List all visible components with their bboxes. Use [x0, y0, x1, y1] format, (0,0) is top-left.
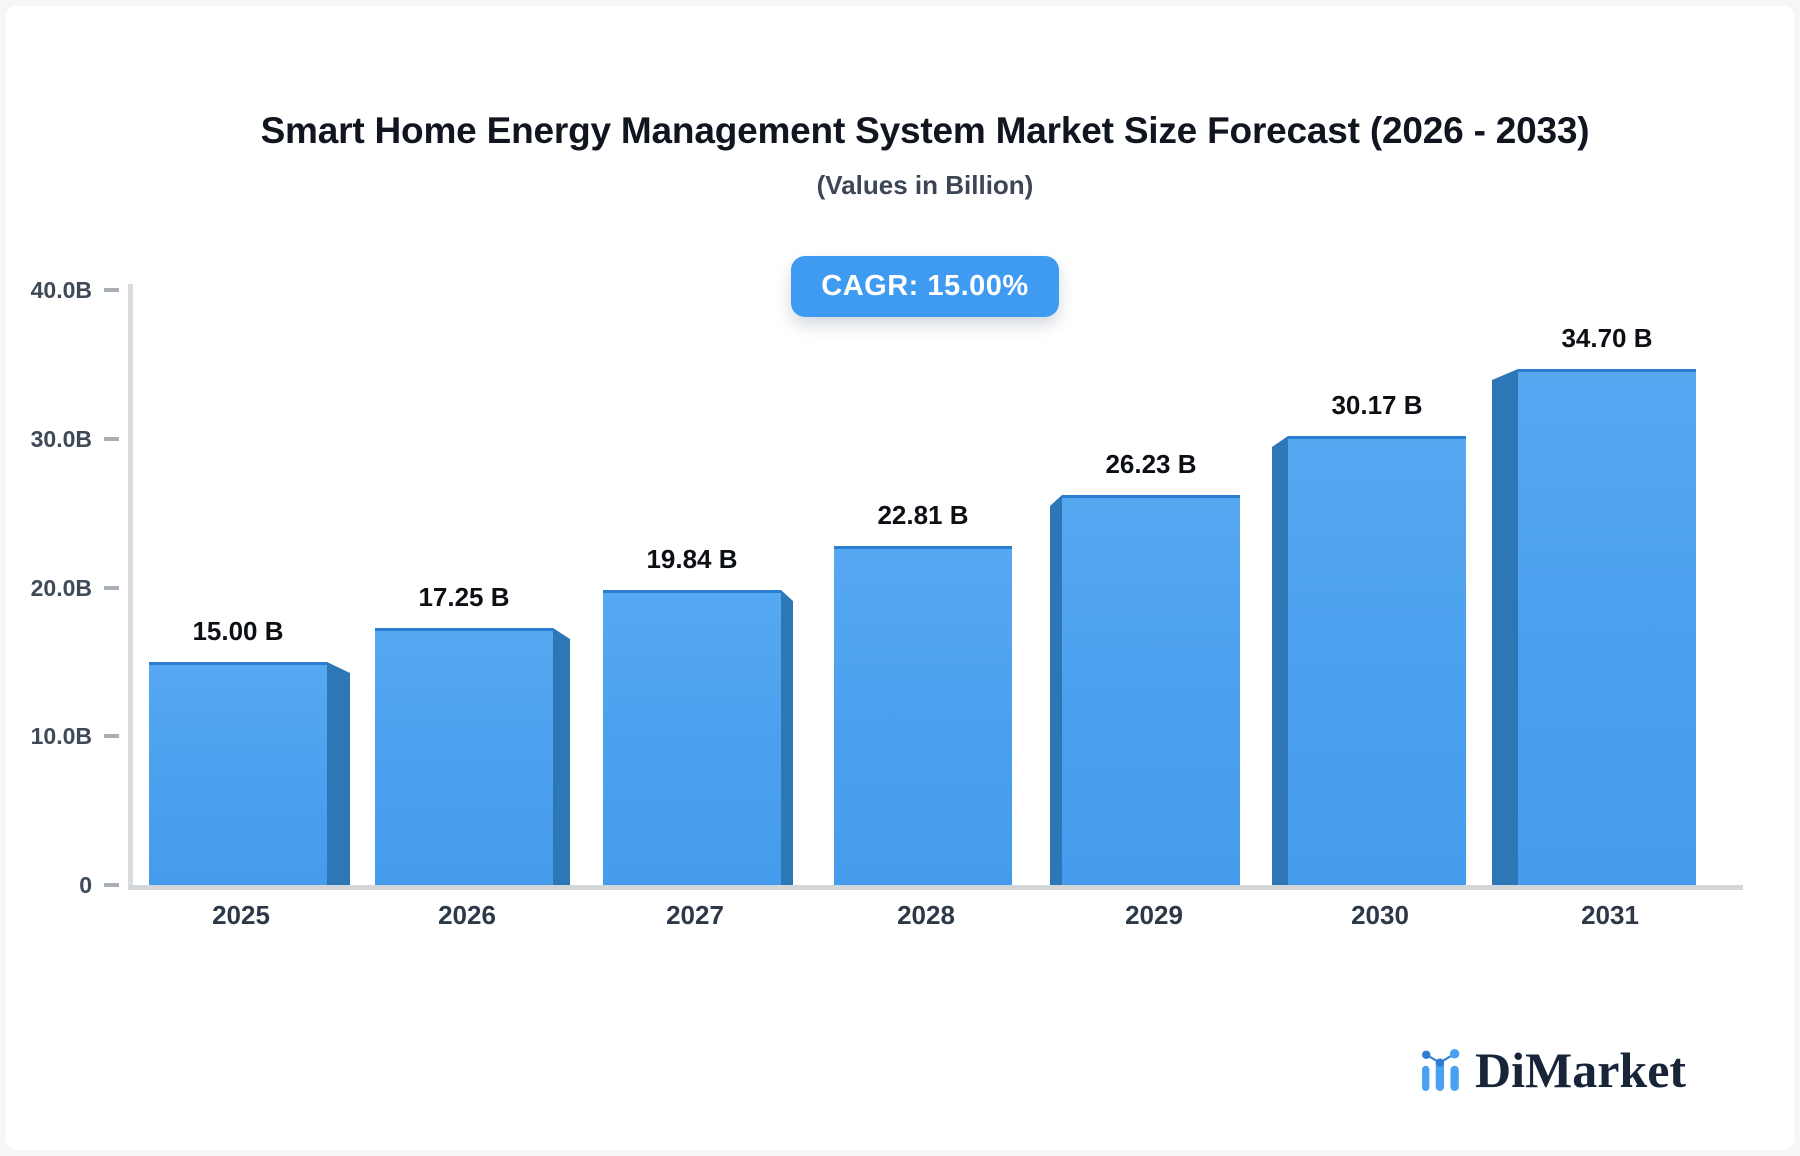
y-tick-mark [104, 883, 119, 887]
x-axis-label: 2025 [212, 900, 270, 930]
x-axis-label: 2026 [438, 900, 496, 930]
cagr-badge: CAGR: 15.00% [791, 256, 1059, 317]
bar-value-label: 22.81 B [877, 500, 969, 530]
bar-3d-side [1492, 369, 1518, 888]
y-tick-mark [104, 734, 119, 739]
brand-name: DiMarket [1475, 1042, 1687, 1098]
bar-value-label: 17.25 B [418, 582, 510, 612]
y-tick-mark [104, 436, 119, 441]
bar-2031 [1518, 369, 1696, 888]
y-tick-mark [104, 585, 119, 590]
bar-chart-logo-icon [1422, 1049, 1460, 1091]
bar-value-label: 30.17 B [1331, 390, 1423, 420]
y-tick-label: 0 [79, 872, 92, 898]
bar-2029 [1062, 495, 1240, 888]
y-tick-label: 40.0B [30, 277, 92, 303]
bar-2027 [603, 590, 781, 888]
bar-value-label: 19.84 B [646, 544, 738, 574]
y-tick-mark [104, 288, 119, 292]
bar-2028 [834, 546, 1012, 888]
bar-3d-side [1050, 495, 1062, 888]
chart-title: Smart Home Energy Management System Mark… [260, 110, 1590, 151]
bar-2030 [1288, 436, 1466, 888]
x-axis-label: 2027 [666, 900, 724, 930]
y-tick-label: 20.0B [30, 574, 92, 601]
x-axis-baseline [128, 885, 1743, 890]
bar-value-label: 34.70 B [1561, 323, 1653, 353]
bar-2026 [375, 628, 553, 888]
y-axis-line [128, 284, 133, 890]
bar-3d-side [553, 628, 570, 888]
x-axis-label: 2028 [897, 900, 955, 930]
x-axis-label: 2031 [1581, 900, 1639, 930]
brand-logo: DiMarket [1422, 1042, 1686, 1098]
bar-3d-side [327, 662, 350, 888]
y-tick-label: 30.0B [30, 425, 92, 452]
bar-3d-side [781, 590, 793, 888]
bar-2025 [149, 662, 327, 888]
x-axis-label: 2030 [1351, 900, 1409, 930]
bar-value-label: 26.23 B [1105, 449, 1197, 479]
x-axis-label: 2029 [1125, 900, 1183, 930]
bar-3d-side [1272, 436, 1288, 888]
y-tick-label: 10.0B [30, 723, 92, 750]
chart-subtitle: (Values in Billion) [816, 170, 1034, 200]
bar-value-label: 15.00 B [192, 616, 284, 646]
cagr-badge-row: CAGR: 15.00% [50, 256, 1800, 317]
